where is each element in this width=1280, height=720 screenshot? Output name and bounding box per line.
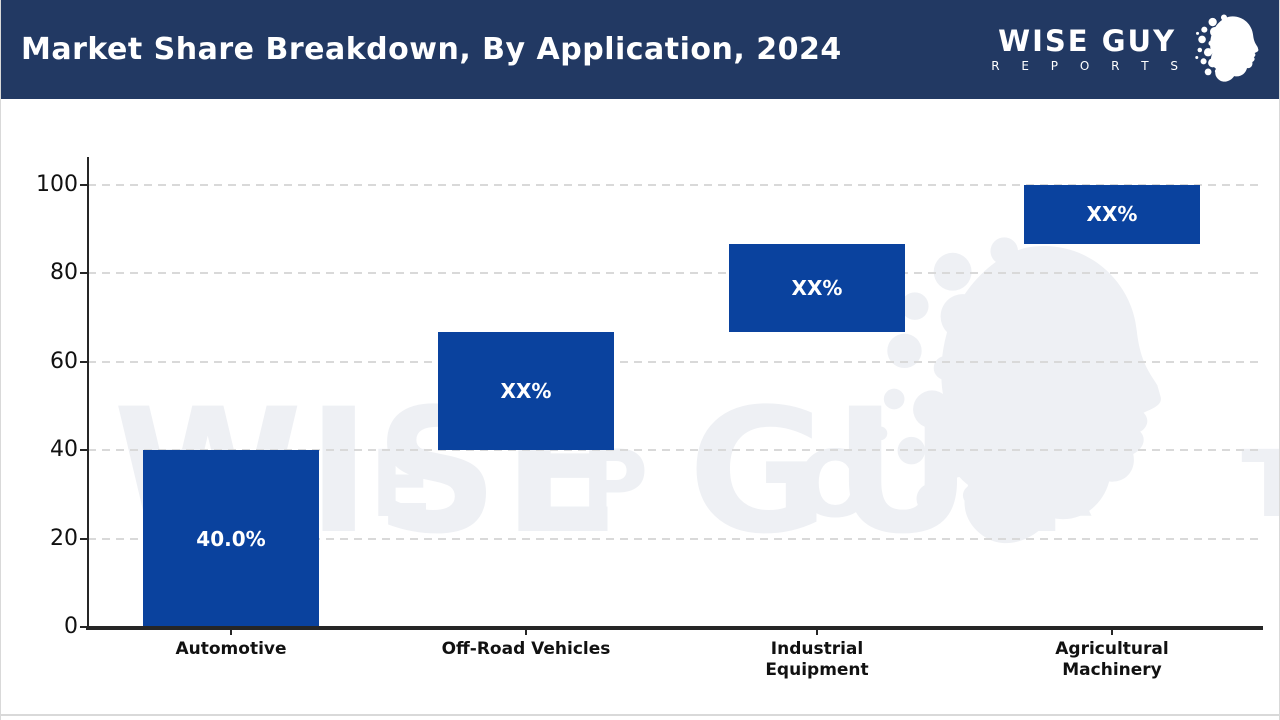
x-axis-category-label: Automotive <box>175 639 287 659</box>
header-bar: Market Share Breakdown, By Application, … <box>1 0 1279 99</box>
x-axis-category-label: Industrial Equipment <box>765 639 869 680</box>
brand-logo: WISE GUY R E P O R T S <box>987 11 1261 89</box>
bar-agricultural-machinery: XX% <box>1024 185 1200 244</box>
y-tick-mark <box>80 537 88 540</box>
y-tick-mark <box>80 360 88 363</box>
chart-area: WISE GUY R E P O R T S 02040608010040.0%… <box>1 99 1279 715</box>
gridline <box>88 272 1263 275</box>
bottom-border <box>1 714 1279 716</box>
bar-off-road-vehicles: XX% <box>438 332 614 451</box>
y-tick-label: 60 <box>50 348 78 374</box>
bar-value-label: XX% <box>500 379 552 404</box>
gridline <box>88 360 1263 363</box>
x-tick-mark <box>525 628 527 635</box>
watermark-face-icon <box>863 227 1173 575</box>
x-axis-line <box>86 626 1263 630</box>
x-axis-category-label: Off-Road Vehicles <box>441 639 611 659</box>
gridline <box>88 449 1263 452</box>
bar-value-label: XX% <box>791 275 843 300</box>
x-tick-mark <box>1111 628 1113 635</box>
y-tick-label: 80 <box>50 260 78 286</box>
brand-name: WISE GUY <box>998 23 1177 58</box>
bar-industrial-equipment: XX% <box>729 243 905 333</box>
brand-logo-text: WISE GUY R E P O R T S <box>987 23 1187 74</box>
y-tick-label: 20 <box>50 525 78 551</box>
y-axis-spine <box>87 157 89 629</box>
x-tick-mark <box>816 628 818 635</box>
bar-value-label: XX% <box>1086 202 1138 227</box>
y-tick-label: 0 <box>64 614 78 639</box>
y-tick-mark <box>80 272 88 275</box>
y-tick-label: 40 <box>50 437 78 463</box>
watermark-text-2: R E P O R T S <box>151 431 1279 538</box>
y-tick-mark <box>80 626 88 628</box>
gridline <box>88 537 1263 540</box>
x-tick-mark <box>230 628 232 635</box>
y-tick-mark <box>80 184 88 186</box>
page-title: Market Share Breakdown, By Application, … <box>21 32 842 67</box>
y-tick-label: 100 <box>36 172 78 197</box>
y-tick-mark <box>80 449 88 452</box>
x-axis-category-label: Agricultural Machinery <box>1055 639 1169 680</box>
gridline <box>88 184 1263 186</box>
brand-subtitle: R E P O R T S <box>991 59 1187 74</box>
wise-guy-face-icon <box>1193 11 1261 89</box>
bar-automotive: 40.0% <box>143 450 319 627</box>
bar-value-label: 40.0% <box>196 526 266 551</box>
